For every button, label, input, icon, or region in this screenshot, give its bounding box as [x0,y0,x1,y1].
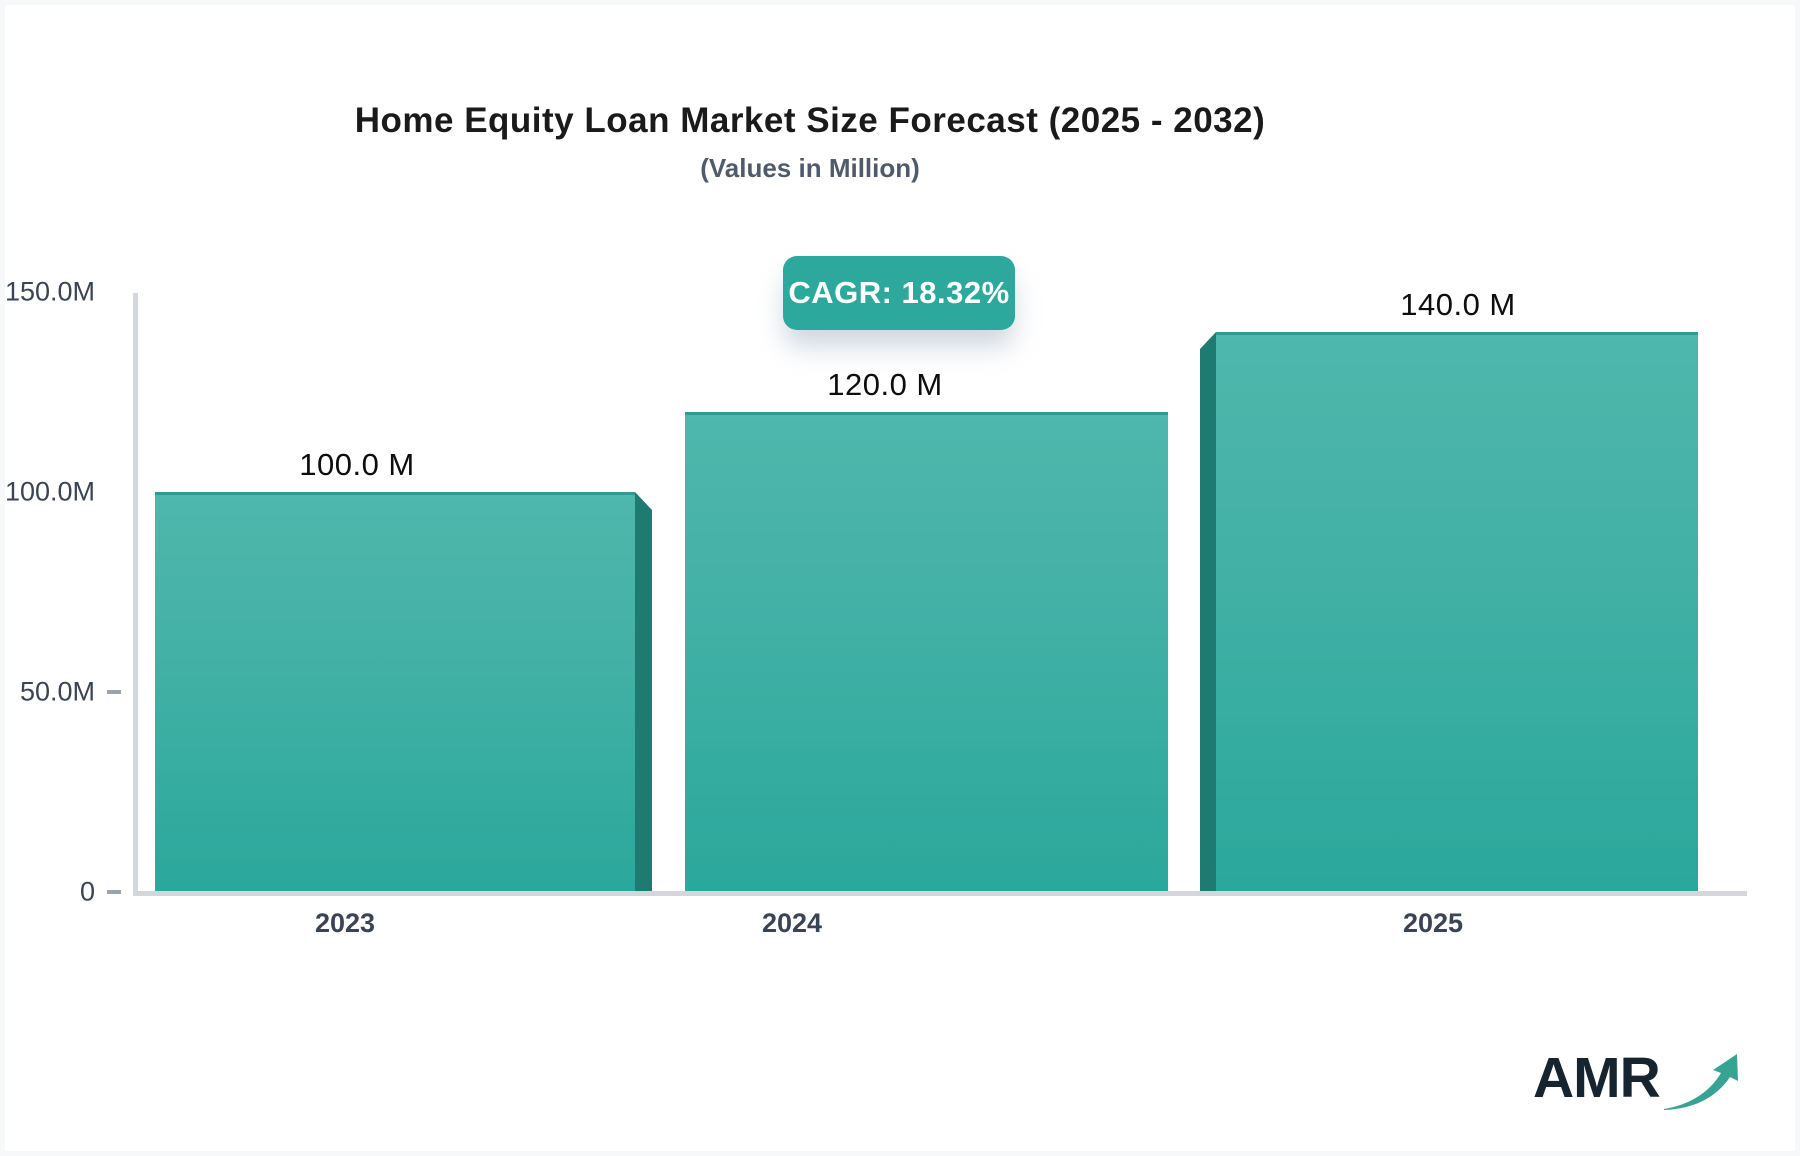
growth-arrow-icon [1664,1054,1738,1110]
bar-3d-side-2025 [1200,332,1216,894]
amr-logo-text: AMR [1533,1046,1661,1110]
x-axis-category-label: 2023 [314,908,376,938]
y-axis-tick-mark [107,690,121,694]
bar-3d-side-2023 [635,492,652,894]
bar-2023 [155,492,635,894]
y-axis-line [133,293,138,896]
cagr-badge-label: CAGR: 18.32% [788,275,1010,310]
y-axis-tick-label: 100.0M [4,476,95,507]
x-axis-category-label: 2024 [761,908,823,938]
chart-subtitle: (Values in Million) [700,153,920,183]
bar-2024 [685,412,1168,894]
y-axis-tick-label: 0 [79,876,95,907]
bar-2025 [1216,332,1698,894]
cagr-badge: CAGR: 18.32% [783,256,1015,330]
x-axis-category-label: 2025 [1402,908,1464,938]
y-axis-tick-label: 150.0M [4,276,95,307]
bar-value-label: 140.0 M [1400,287,1516,322]
chart-title: Home Equity Loan Market Size Forecast (2… [354,101,1266,140]
x-axis-line [133,891,1747,896]
y-axis-tick-mark [107,890,121,894]
y-axis-tick-label: 50.0M [19,676,95,707]
bar-value-label: 100.0 M [299,447,415,482]
bar-value-label: 120.0 M [827,367,943,402]
amr-logo: AMR [1533,1045,1738,1115]
